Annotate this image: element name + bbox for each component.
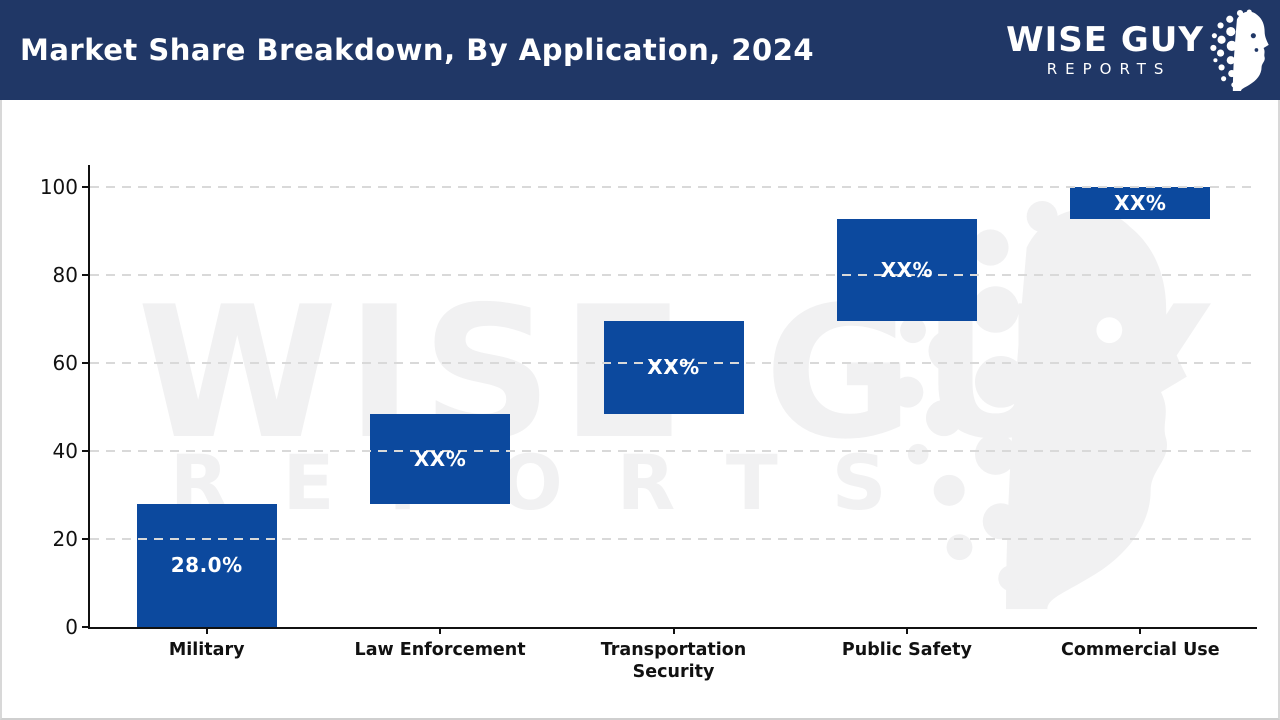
x-tick-label: Military <box>168 640 245 660</box>
y-tick-label: 80 <box>52 263 78 287</box>
y-tick-100 <box>82 186 90 188</box>
wiseguy-logo: WISE GUY REPORTS <box>1006 9 1270 91</box>
x-tick-label: Law Enforcement <box>354 640 526 660</box>
waterfall-chart: 0 20 40 60 80 100 28.0% XX% XX% XX% XX% Military Law… <box>2 100 1280 720</box>
bar-law-enforcement <box>370 413 511 504</box>
bar-value-label: XX% <box>880 258 934 283</box>
page-title: Market Share Breakdown, By Application, … <box>20 33 815 67</box>
y-tick-40 <box>82 450 90 452</box>
wiseguy-head-icon <box>1210 9 1269 91</box>
logo-wordmark: WISE GUY <box>1006 19 1204 60</box>
gridline-20 <box>90 538 1257 540</box>
bar-value-label: 28.0% <box>170 553 243 578</box>
gridline-80 <box>90 274 1257 276</box>
y-tick-label: 100 <box>39 175 78 199</box>
bar-value-label: XX% <box>413 446 467 471</box>
y-tick-60 <box>82 362 90 364</box>
y-tick-20 <box>82 538 90 540</box>
x-tick-5 <box>1139 627 1142 634</box>
y-tick-label: 20 <box>52 527 78 551</box>
x-tick-2 <box>439 627 442 634</box>
bar-value-label: XX% <box>1114 191 1167 216</box>
y-tick-80 <box>82 274 90 276</box>
x-tick-label: Commercial Use <box>1060 640 1220 660</box>
x-tick-3 <box>672 627 675 634</box>
y-axis-line <box>88 165 90 629</box>
bar-military <box>136 503 277 627</box>
gridline-40 <box>90 450 1257 452</box>
x-tick-label: Transportation Security <box>600 640 747 682</box>
logo-text: WISE GUY REPORTS <box>1006 19 1204 79</box>
bar-value-label: XX% <box>647 355 700 380</box>
y-tick-label: 40 <box>52 439 78 463</box>
logo-subtitle: REPORTS <box>1046 60 1172 79</box>
gridline-100 <box>90 186 1257 188</box>
bar-transportation-security <box>603 321 744 414</box>
x-tick-4 <box>905 627 908 634</box>
x-tick-label: Public Safety <box>841 640 972 660</box>
x-tick-1 <box>205 627 208 634</box>
chart-stage: WISE GUY REPORTS 0 20 40 60 80 100 28.0% XX% XX%… <box>0 100 1280 720</box>
header-bar: Market Share Breakdown, By Application, … <box>0 0 1280 100</box>
y-tick-0 <box>82 626 90 628</box>
y-tick-label: 0 <box>65 615 78 639</box>
gridline-60 <box>90 362 1257 364</box>
x-axis-line <box>88 627 1257 629</box>
y-tick-label: 60 <box>52 351 78 375</box>
